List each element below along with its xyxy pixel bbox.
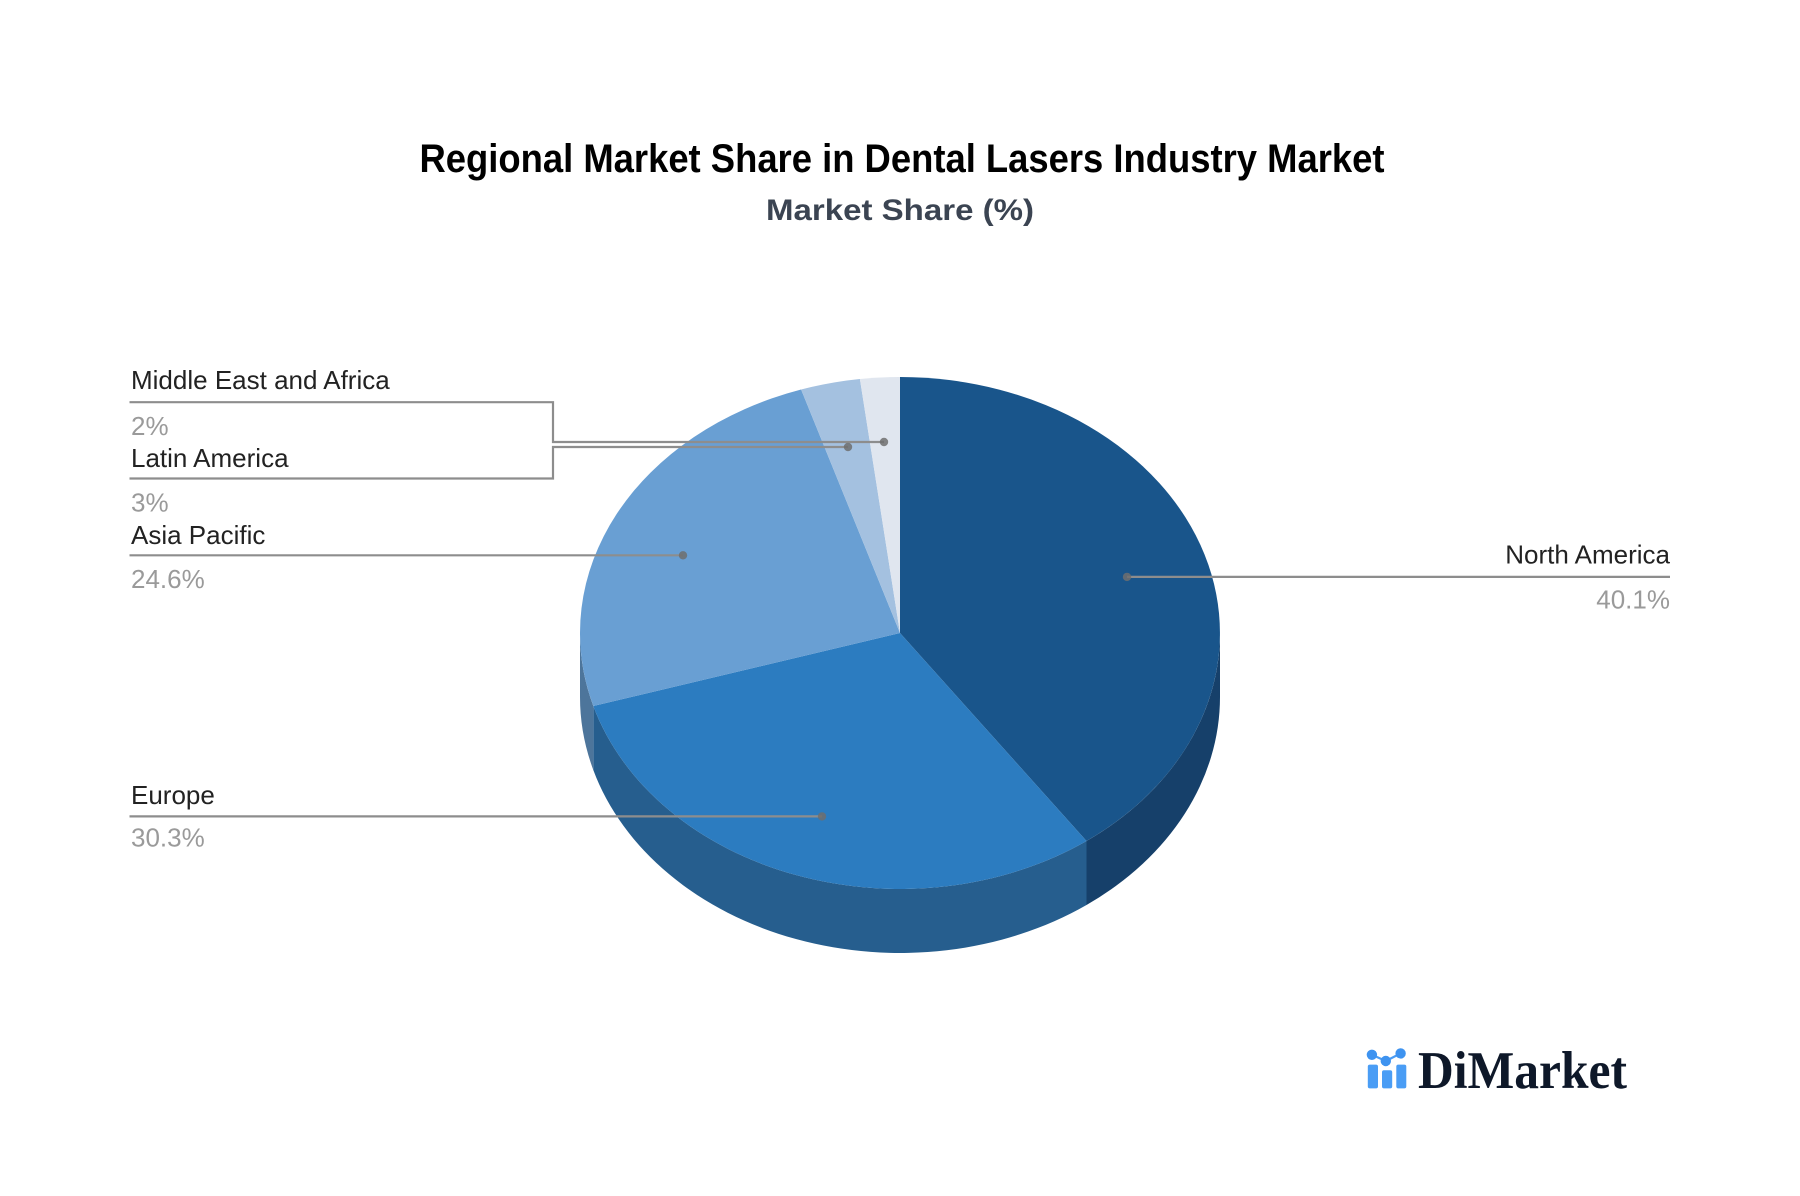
svg-text:Market Share (%): Market Share (%) bbox=[766, 194, 1034, 227]
svg-text:Europe: Europe bbox=[131, 780, 215, 810]
svg-text:30.3%: 30.3% bbox=[131, 823, 205, 853]
svg-text:3%: 3% bbox=[131, 488, 169, 518]
svg-text:DiMarket: DiMarket bbox=[1418, 1042, 1627, 1100]
svg-text:24.6%: 24.6% bbox=[131, 564, 205, 594]
svg-text:2%: 2% bbox=[131, 411, 169, 441]
svg-text:Latin America: Latin America bbox=[131, 443, 289, 473]
svg-text:40.1%: 40.1% bbox=[1596, 584, 1670, 614]
svg-text:Middle East and Africa: Middle East and Africa bbox=[131, 365, 390, 395]
svg-text:Asia Pacific: Asia Pacific bbox=[131, 520, 265, 550]
svg-text:Regional Market Share in Denta: Regional Market Share in Dental Lasers I… bbox=[420, 137, 1385, 181]
svg-text:North America: North America bbox=[1505, 540, 1670, 570]
